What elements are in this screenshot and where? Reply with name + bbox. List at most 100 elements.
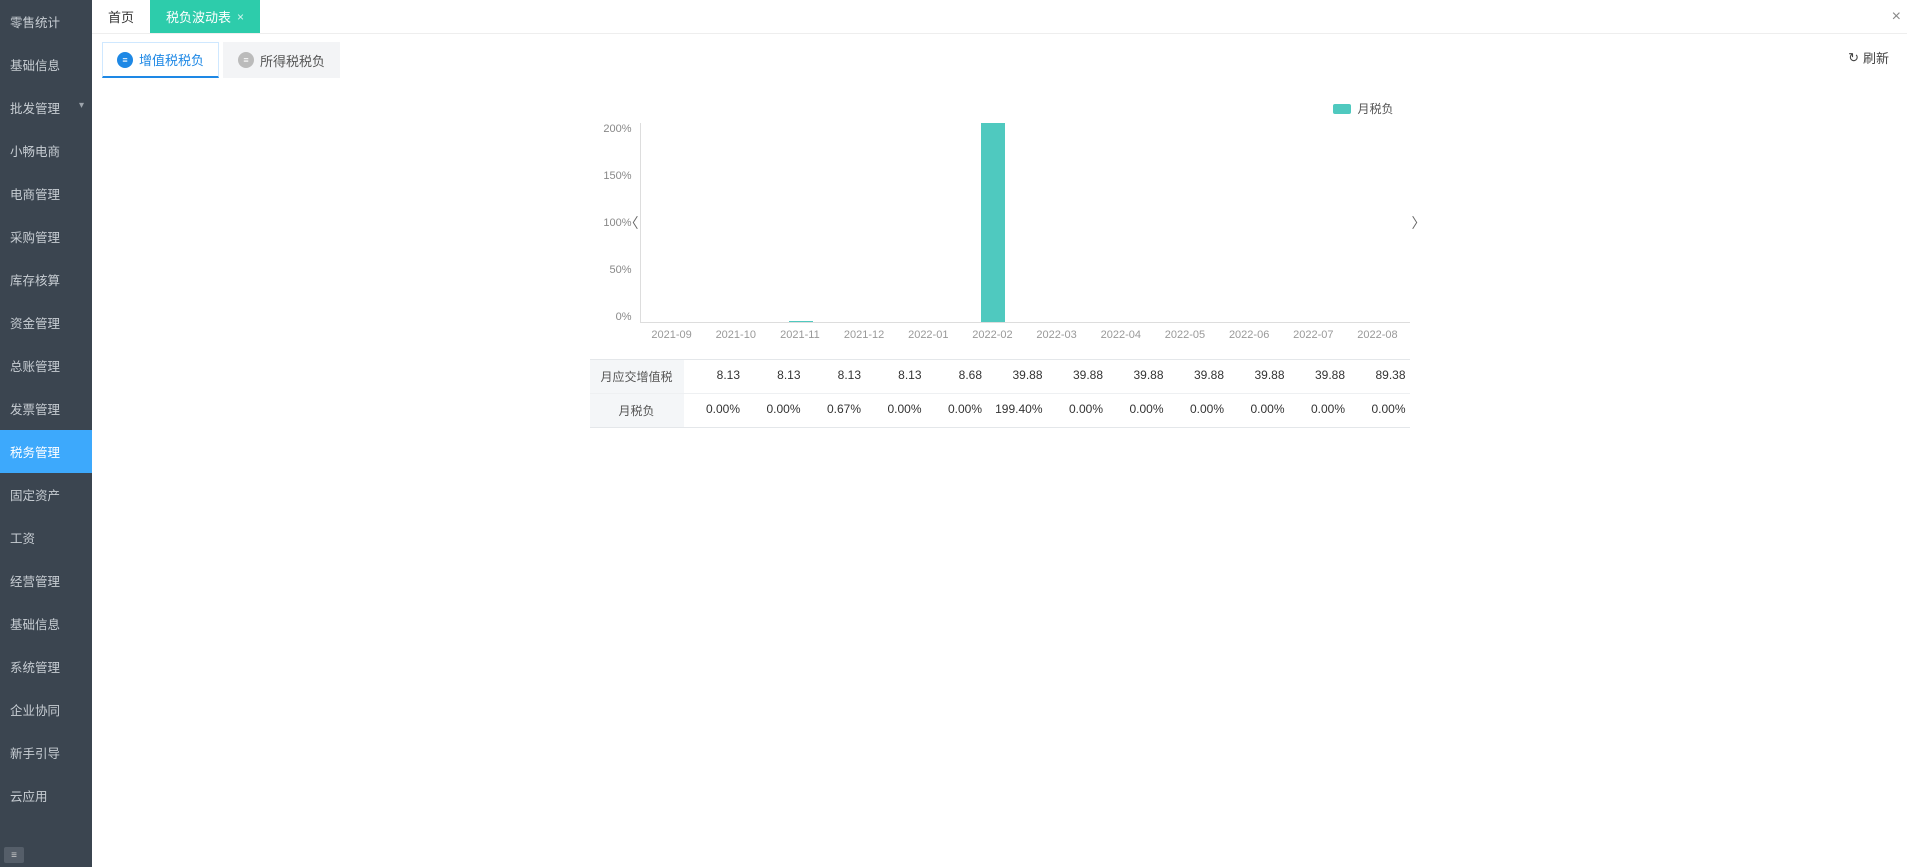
table-cell: 8.13 [865, 360, 926, 393]
x-tick-label: 2022-04 [1089, 329, 1153, 341]
sidebar-item-label: 采购管理 [10, 231, 60, 245]
sidebar-collapse-button[interactable]: ≡ [4, 847, 24, 863]
sidebar-item-label: 税务管理 [10, 446, 60, 460]
data-table: 月应交增值税8.138.138.138.138.6839.8839.8839.8… [590, 359, 1410, 428]
sidebar-item-label: 发票管理 [10, 403, 60, 417]
table-cell: 0.00% [1228, 394, 1289, 427]
sidebar-item[interactable]: 固定资产 [0, 473, 92, 516]
table-row-header: 月税负 [590, 394, 684, 427]
table-cell: 8.13 [805, 360, 866, 393]
sidebar-item[interactable]: 经营管理 [0, 559, 92, 602]
sidebar-item[interactable]: 工资 [0, 516, 92, 559]
view-subtab-label: 增值税税负 [139, 50, 204, 69]
page-tab[interactable]: 税负波动表 × [150, 0, 260, 33]
x-tick-label: 2022-03 [1025, 329, 1089, 341]
sidebar-item-label: 零售统计 [10, 16, 60, 30]
y-tick-label: 200% [603, 123, 631, 135]
sidebar-item[interactable]: 基础信息 [0, 43, 92, 86]
sidebar-item[interactable]: 电商管理 [0, 172, 92, 215]
x-tick-label: 2022-06 [1217, 329, 1281, 341]
table-cell: 0.00% [744, 394, 805, 427]
table-row-header: 月应交增值税 [590, 360, 684, 393]
legend-label: 月税负 [1357, 100, 1393, 117]
subtab-icon: ≡ [238, 52, 254, 68]
chart-bar [789, 321, 813, 322]
sidebar-item-label: 新手引导 [10, 747, 60, 761]
content: ≡增值税税负≡所得税税负 ↻ 刷新 月税负 200%150%100%50%0% … [92, 34, 1907, 867]
x-tick-label: 2021-09 [640, 329, 704, 341]
view-subtab[interactable]: ≡ 增值税税负 [102, 42, 219, 78]
table-cell: 8.68 [926, 360, 987, 393]
refresh-label: 刷新 [1863, 48, 1889, 67]
sidebar-item[interactable]: 总账管理 [0, 344, 92, 387]
view-subtab[interactable]: ≡ 所得税税负 [223, 42, 340, 78]
sidebar-item[interactable]: 资金管理 [0, 301, 92, 344]
sidebar-item-label: 总账管理 [10, 360, 60, 374]
sidebar-item[interactable]: 小畅电商 [0, 129, 92, 172]
table-cell: 8.13 [684, 360, 745, 393]
tab-close-icon[interactable]: × [237, 10, 244, 24]
table-cell: 199.40% [986, 394, 1047, 427]
table-cell: 8.13 [744, 360, 805, 393]
table-cell: 0.00% [865, 394, 926, 427]
table-cell: 0.00% [1047, 394, 1108, 427]
subtab-icon: ≡ [117, 52, 133, 68]
sidebar-item[interactable]: 系统管理 [0, 645, 92, 688]
table-cell: 0.00% [1168, 394, 1229, 427]
page-tab[interactable]: 首页 [92, 0, 150, 33]
sidebar-item[interactable]: 库存核算 [0, 258, 92, 301]
sidebar-item-label: 资金管理 [10, 317, 60, 331]
sidebar-item[interactable]: 批发管理▾ [0, 86, 92, 129]
sidebar-item-label: 基础信息 [10, 59, 60, 73]
sidebar-item-label: 企业协同 [10, 704, 60, 718]
sidebar-item-label: 固定资产 [10, 489, 60, 503]
main-panel: 首页 税负波动表 × × ≡ 增值税税负 ≡ 所得税税负 ↻ 刷新 月税负 200% 150… [92, 0, 1907, 867]
sidebar-item[interactable]: 云应用 [0, 774, 92, 817]
table-row: 月税负0.00%0.00%0.67%0.00%0.00%199.40%0.00%… [590, 394, 1410, 427]
table-cell: 0.00% [1349, 394, 1410, 427]
view-subtabs: ≡ 增值税税负 ≡ 所得税税负 ↻ 刷新 [102, 42, 1897, 78]
sidebar-item-label: 库存核算 [10, 274, 60, 288]
x-tick-label: 2021-11 [768, 329, 832, 341]
table-cell: 0.67% [805, 394, 866, 427]
table-cell: 0.00% [684, 394, 745, 427]
x-tick-label: 2021-10 [704, 329, 768, 341]
x-tick-label: 2021-12 [832, 329, 896, 341]
chart-x-axis: 2021-092021-102021-112021-122022-012022-… [640, 323, 1410, 341]
view-subtab-label: 所得税税负 [260, 51, 325, 70]
sidebar: 零售统计基础信息批发管理▾小畅电商电商管理采购管理库存核算资金管理总账管理发票管… [0, 0, 92, 867]
sidebar-item[interactable]: 新手引导 [0, 731, 92, 774]
page-tab-label: 首页 [108, 7, 134, 26]
close-icon[interactable]: × [1892, 8, 1901, 26]
chart-plot: 〈 〉 [640, 123, 1410, 323]
refresh-icon: ↻ [1848, 50, 1859, 66]
x-tick-label: 2022-05 [1153, 329, 1217, 341]
sidebar-item[interactable]: 发票管理 [0, 387, 92, 430]
table-cell: 39.88 [1168, 360, 1229, 393]
sidebar-item-label: 电商管理 [10, 188, 60, 202]
sidebar-item[interactable]: 基础信息 [0, 602, 92, 645]
sidebar-item-label: 基础信息 [10, 618, 60, 632]
x-tick-label: 2022-07 [1281, 329, 1345, 341]
sidebar-item-label: 经营管理 [10, 575, 60, 589]
chart-next-button[interactable]: 〉 [1410, 209, 1428, 237]
refresh-button[interactable]: ↻ 刷新 [1848, 48, 1889, 67]
sidebar-item[interactable]: 采购管理 [0, 215, 92, 258]
table-cell: 39.88 [1228, 360, 1289, 393]
chart-bar [981, 123, 1005, 322]
sidebar-item-label: 工资 [10, 532, 35, 546]
page-tab-label: 税负波动表 [166, 7, 231, 26]
y-tick-label: 150% [603, 170, 631, 182]
table-cell: 39.88 [1289, 360, 1350, 393]
table-cell: 39.88 [1047, 360, 1108, 393]
x-tick-label: 2022-08 [1345, 329, 1409, 341]
x-tick-label: 2022-02 [960, 329, 1024, 341]
sidebar-footer: ≡ [0, 843, 92, 867]
table-cell: 0.00% [1289, 394, 1350, 427]
chart-prev-button[interactable]: 〈 [623, 209, 641, 237]
page-tabs: 首页 税负波动表 × × [92, 0, 1907, 34]
sidebar-item[interactable]: 企业协同 [0, 688, 92, 731]
sidebar-item[interactable]: 税务管理 [0, 430, 92, 473]
chart-section: 月税负 200%150%100%50%0% 〈 〉 2021-092021-10… [102, 90, 1897, 438]
sidebar-item[interactable]: 零售统计 [0, 0, 92, 43]
